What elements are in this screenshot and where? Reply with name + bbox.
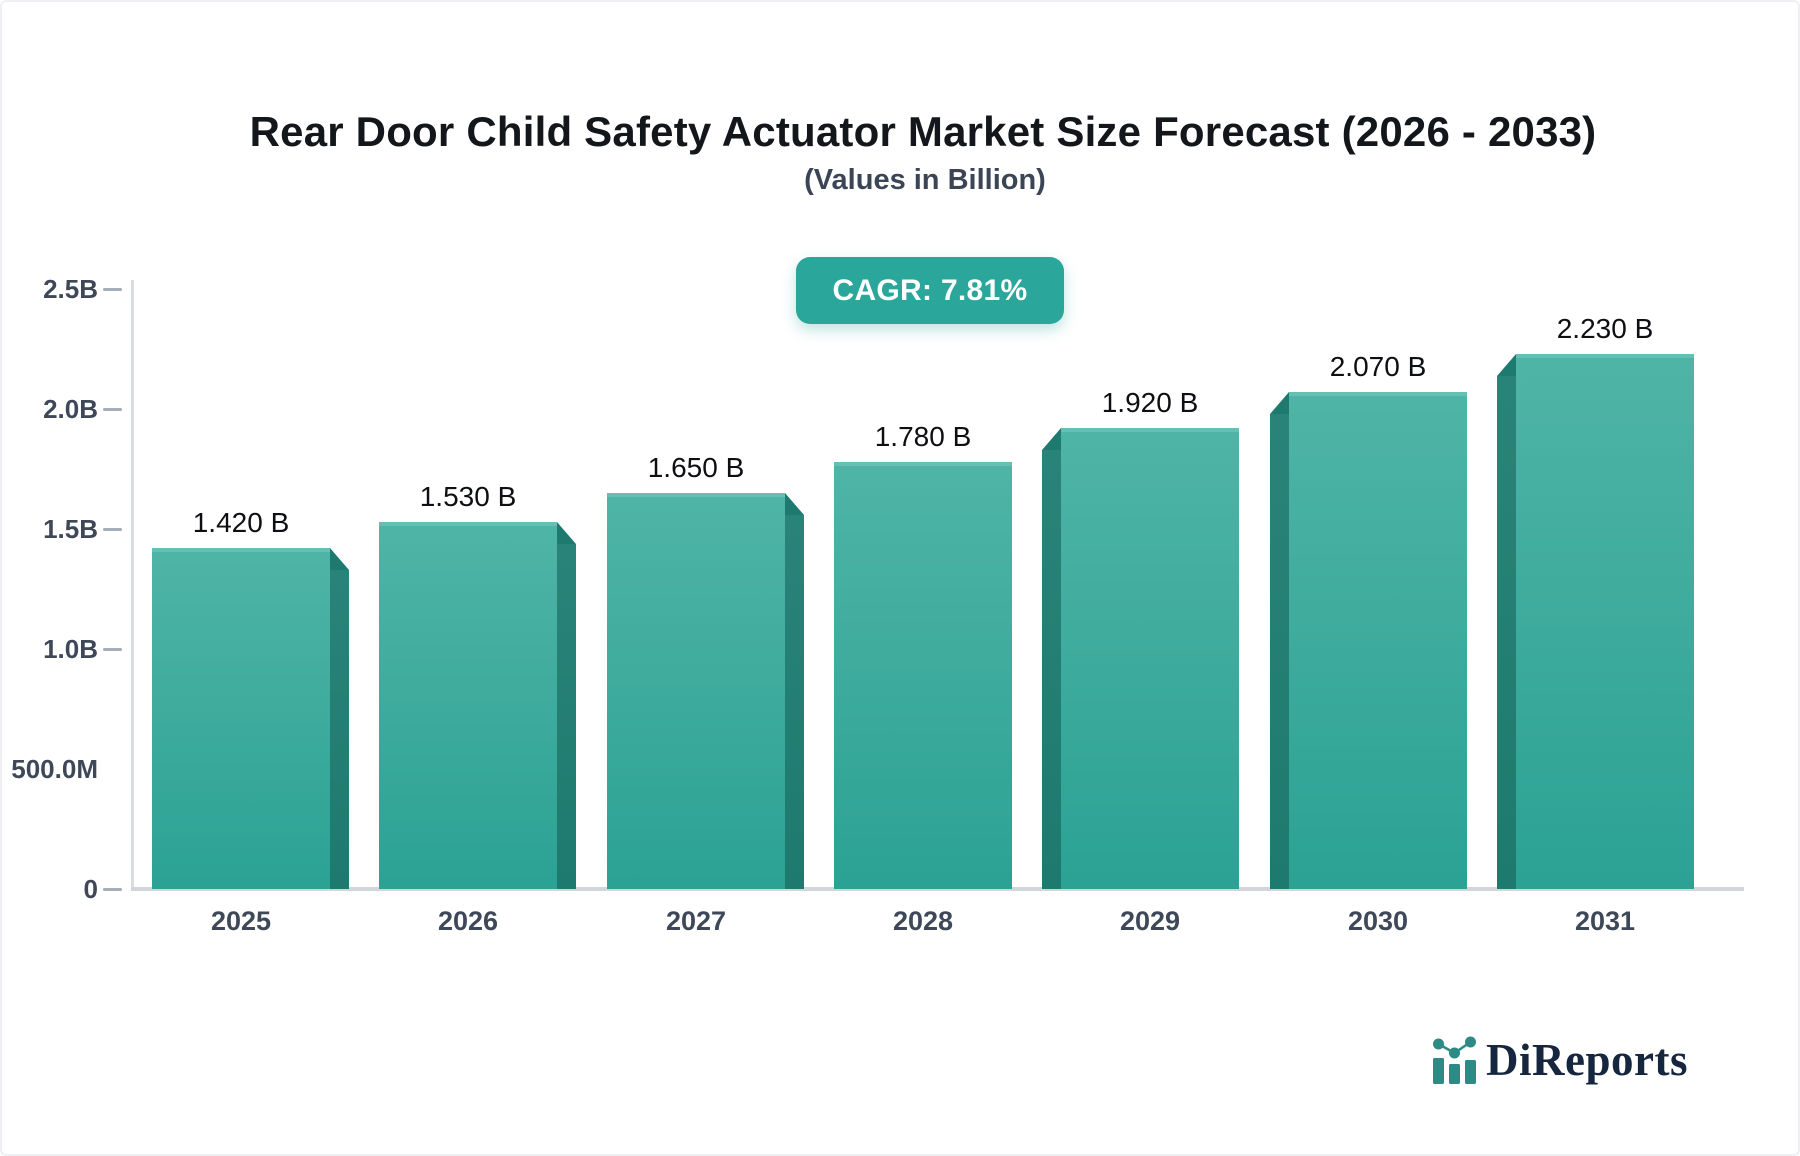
bar-3d-bevel: [785, 493, 804, 515]
mini-bar-chart-icon: [1433, 1036, 1476, 1084]
bar-3d-bevel: [1270, 392, 1289, 414]
x-axis-label: 2028: [892, 906, 954, 936]
bar-face: [152, 548, 330, 889]
y-axis-tick: [103, 888, 122, 891]
x-axis-label: 2025: [210, 906, 272, 936]
bar-2030[interactable]: [1270, 392, 1467, 889]
brand-watermark: DiReports: [1430, 1030, 1688, 1090]
y-axis-tick: [103, 528, 122, 531]
brand-name: DiReports: [1486, 1035, 1688, 1085]
bar-3d-side: [1270, 414, 1289, 889]
bar-2025[interactable]: [152, 548, 349, 889]
bar-face: [379, 522, 557, 889]
bar-3d-bevel: [557, 522, 576, 544]
chart-title: Rear Door Child Safety Actuator Market S…: [249, 108, 1597, 155]
bar-value-label: 2.230 B: [1556, 313, 1654, 344]
bar-face: [1516, 354, 1694, 889]
y-axis-label: 2.0B: [43, 394, 98, 424]
y-axis-label: 1.0B: [43, 634, 98, 664]
bar-face: [1289, 392, 1467, 889]
bar-2027[interactable]: [607, 493, 804, 889]
y-axis-line: [131, 280, 134, 891]
bar-2029[interactable]: [1042, 428, 1239, 889]
bar-face: [607, 493, 785, 889]
bar-value-label: 1.920 B: [1101, 387, 1199, 418]
bar-value-label: 1.530 B: [419, 481, 517, 512]
bar-2028[interactable]: [834, 462, 1012, 889]
bar-3d-bevel: [330, 548, 349, 570]
x-axis-label: 2026: [437, 906, 499, 936]
bar-2026[interactable]: [379, 522, 576, 889]
x-axis-label: 2030: [1347, 906, 1409, 936]
y-axis-label: 500.0M: [11, 754, 98, 784]
y-axis-label: 1.5B: [43, 514, 98, 544]
bar-2031[interactable]: [1497, 354, 1694, 889]
bar-value-label: 1.650 B: [647, 452, 745, 483]
bar-3d-side: [330, 570, 349, 889]
y-axis-label: 0: [83, 874, 98, 904]
bar-3d-bevel: [1042, 428, 1061, 450]
cagr-badge-label: CAGR: 7.81%: [832, 273, 1028, 307]
x-axis-line: [131, 887, 1744, 891]
bar-value-label: 2.070 B: [1329, 351, 1427, 382]
chart-subtitle: (Values in Billion): [804, 164, 1046, 196]
y-axis-tick: [103, 408, 122, 411]
x-axis-label: 2027: [665, 906, 727, 936]
y-axis-tick: [103, 648, 122, 651]
bar-value-label: 1.780 B: [874, 421, 972, 452]
bar-3d-side: [785, 515, 804, 889]
y-axis-tick: [103, 288, 122, 291]
x-axis-label: 2031: [1574, 906, 1636, 936]
bar-face: [1061, 428, 1239, 889]
cagr-badge: CAGR: 7.81%: [796, 257, 1064, 324]
bar-3d-side: [557, 544, 576, 889]
bar-3d-side: [1042, 450, 1061, 889]
bar-value-label: 1.420 B: [192, 507, 290, 538]
y-axis-label: 2.5B: [43, 274, 98, 304]
bar-3d-side: [1497, 376, 1516, 889]
x-axis-label: 2029: [1119, 906, 1181, 936]
bar-3d-bevel: [1497, 354, 1516, 376]
bar-face: [834, 462, 1012, 889]
